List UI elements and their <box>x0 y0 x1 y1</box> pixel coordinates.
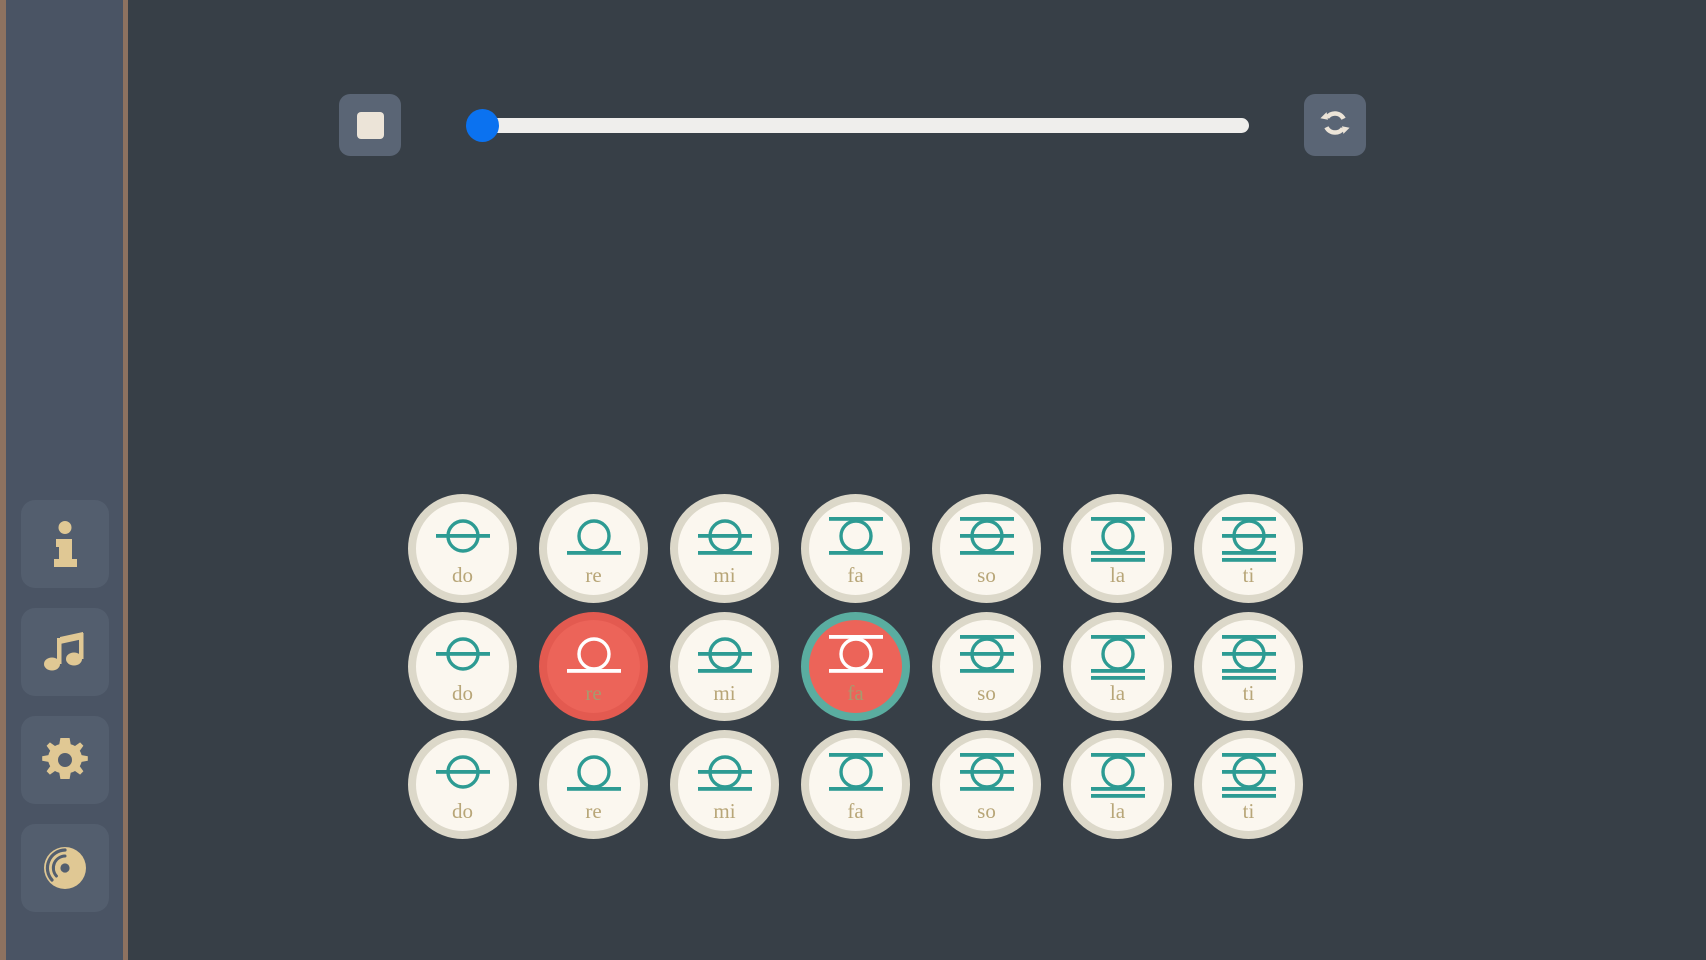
info-icon <box>45 521 85 567</box>
note-label: re <box>585 562 602 587</box>
note-button-la[interactable]: la <box>1063 730 1172 839</box>
note-label: do <box>452 798 473 823</box>
note-label: la <box>1109 562 1126 587</box>
note-label: so <box>977 680 996 705</box>
slider-track[interactable] <box>490 117 1249 133</box>
sidebar-item-record[interactable] <box>20 824 109 912</box>
note-grid: do re mi fa so la ti do re mi fa so la ti do re mi fa so la… <box>408 494 1303 839</box>
note-label: so <box>977 798 996 823</box>
note-row: do re mi fa so la ti <box>408 494 1303 603</box>
note-button-la[interactable]: la <box>1063 494 1172 603</box>
note-label: mi <box>713 680 736 705</box>
note-label: fa <box>847 680 864 705</box>
note-button-mi[interactable]: mi <box>670 494 779 603</box>
note-button-fa[interactable]: fa <box>801 494 910 603</box>
note-label: mi <box>713 562 736 587</box>
note-button-re[interactable]: re <box>539 494 648 603</box>
note-button-do[interactable]: do <box>408 612 517 721</box>
note-symbol-so <box>959 634 1014 673</box>
note-button-mi[interactable]: mi <box>670 612 779 721</box>
note-button-fa[interactable]: fa <box>801 612 910 721</box>
note-symbol-so <box>959 516 1014 555</box>
note-label: re <box>585 680 602 705</box>
note-label: la <box>1109 798 1126 823</box>
note-button-ti[interactable]: ti <box>1194 730 1303 839</box>
note-row: do re mi fa so la ti <box>408 730 1303 839</box>
note-button-ti[interactable]: ti <box>1194 612 1303 721</box>
note-symbol-re <box>566 518 621 555</box>
note-label: ti <box>1242 680 1255 705</box>
note-row: do re mi fa so la ti <box>408 612 1303 721</box>
note-label: do <box>452 562 473 587</box>
note-symbol-la <box>1090 752 1145 798</box>
note-label: re <box>585 798 602 823</box>
note-symbol-la <box>1090 516 1145 562</box>
refresh-icon <box>1318 106 1352 145</box>
note-symbol-fa <box>828 752 883 791</box>
note-label: do <box>452 680 473 705</box>
gear-icon <box>41 736 89 784</box>
note-symbol-la <box>1090 634 1145 680</box>
note-symbol-re <box>566 754 621 791</box>
note-button-fa[interactable]: fa <box>801 730 910 839</box>
note-symbol-fa <box>828 516 883 555</box>
note-button-so[interactable]: so <box>932 612 1041 721</box>
note-button-do[interactable]: do <box>408 730 517 839</box>
note-button-re[interactable]: re <box>539 612 648 721</box>
note-symbol-ti <box>1221 516 1276 562</box>
reset-button[interactable] <box>1304 94 1366 156</box>
note-label: ti <box>1242 798 1255 823</box>
slider-thumb[interactable] <box>466 108 499 142</box>
note-button-do[interactable]: do <box>408 494 517 603</box>
note-label: fa <box>847 562 864 587</box>
note-symbol-re <box>566 636 621 673</box>
playback-toolbar <box>339 94 1366 156</box>
note-label: ti <box>1242 562 1255 587</box>
stop-square-icon <box>356 111 384 139</box>
note-symbol-do <box>435 754 490 789</box>
note-button-ti[interactable]: ti <box>1194 494 1303 603</box>
music-note-icon <box>41 628 89 676</box>
note-symbol-fa <box>828 634 883 673</box>
note-symbol-so <box>959 752 1014 791</box>
note-symbol-mi <box>697 518 752 555</box>
note-button-re[interactable]: re <box>539 730 648 839</box>
note-symbol-do <box>435 518 490 553</box>
note-label: fa <box>847 798 864 823</box>
note-label: so <box>977 562 996 587</box>
sidebar-item-settings[interactable] <box>20 716 109 804</box>
note-label: la <box>1109 680 1126 705</box>
stop-button[interactable] <box>339 94 401 156</box>
note-button-so[interactable]: so <box>932 730 1041 839</box>
sidebar-item-info[interactable] <box>20 500 109 588</box>
sidebar <box>0 0 128 960</box>
note-label: mi <box>713 798 736 823</box>
note-symbol-do <box>435 636 490 671</box>
record-disc-icon <box>41 844 89 892</box>
note-button-la[interactable]: la <box>1063 612 1172 721</box>
note-symbol-ti <box>1221 634 1276 680</box>
note-symbol-ti <box>1221 752 1276 798</box>
note-symbol-mi <box>697 636 752 673</box>
sidebar-item-music[interactable] <box>20 608 109 696</box>
note-button-mi[interactable]: mi <box>670 730 779 839</box>
note-button-so[interactable]: so <box>932 494 1041 603</box>
progress-slider[interactable] <box>456 94 1249 156</box>
note-symbol-mi <box>697 754 752 791</box>
